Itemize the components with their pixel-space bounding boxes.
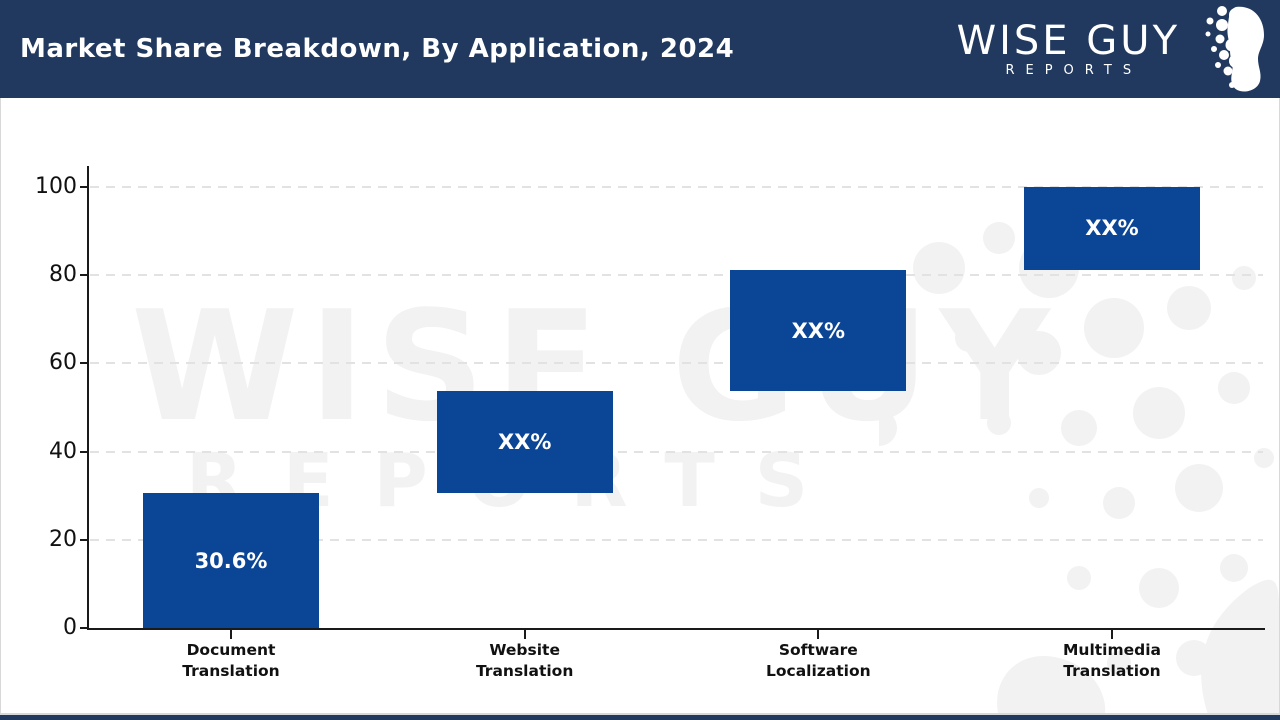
category-label-line: Website — [489, 641, 560, 659]
x-tick-mark-1 — [230, 630, 232, 639]
y-tick-label-80: 80 — [49, 262, 77, 288]
bar-value-label-4: XX% — [1085, 216, 1139, 241]
gridline-20 — [90, 538, 1263, 541]
bar-value-label-2: XX% — [497, 430, 552, 455]
page-title: Market Share Breakdown, By Application, … — [20, 34, 735, 64]
category-label-2: Website Translation — [410, 640, 640, 682]
category-label-line: Software — [778, 641, 858, 659]
bar-value-label-3: XX% — [791, 318, 846, 343]
category-label-1: Document Translation — [116, 640, 346, 682]
wise-guy-head-icon — [1184, 1, 1268, 97]
y-tick-mark-20 — [80, 538, 88, 541]
y-tick-mark-0 — [80, 627, 88, 629]
gridline-80 — [90, 274, 1263, 277]
y-tick-mark-40 — [80, 450, 88, 453]
footer-bar — [0, 715, 1280, 720]
bar-1: 30.6% — [143, 493, 319, 628]
category-label-line: Multimedia — [1062, 641, 1162, 659]
bar-3: XX% — [730, 269, 907, 392]
footer-divider — [0, 713, 1280, 715]
x-tick-mark-3 — [817, 630, 820, 639]
gridline-40 — [90, 450, 1263, 453]
chart-panel: WISE GUY REPORTS — [0, 98, 1280, 720]
bar-value-label-1: 30.6% — [194, 548, 268, 573]
y-tick-label-100: 100 — [35, 174, 77, 199]
gridline-60 — [90, 362, 1263, 365]
category-label-line: Document — [186, 641, 276, 659]
category-label-line: Translation — [182, 662, 280, 680]
y-tick-label-40: 40 — [49, 438, 77, 464]
category-label-line: Translation — [1063, 662, 1161, 680]
plot-area: 0 20 40 60 80 100 30.6% Document Translation XX% W… — [1, 98, 1280, 720]
x-tick-mark-4 — [1111, 630, 1113, 639]
bar-2: XX% — [436, 391, 613, 494]
y-tick-mark-60 — [80, 362, 88, 365]
category-label-4: Multimedia Translation — [997, 640, 1227, 682]
brand-logo: WISE GUY REPORTS — [957, 1, 1280, 97]
y-tick-label-20: 20 — [49, 526, 77, 552]
brand-logo-text: WISE GUY REPORTS — [957, 21, 1180, 78]
y-tick-mark-100 — [80, 186, 88, 188]
y-tick-mark-80 — [80, 274, 88, 277]
brand-subtitle: REPORTS — [1005, 62, 1143, 78]
x-tick-mark-2 — [523, 630, 526, 639]
bar-4: XX% — [1024, 187, 1200, 270]
brand-name: WISE GUY — [956, 17, 1180, 64]
header-bar: Market Share Breakdown, By Application, … — [0, 0, 1280, 98]
gridline-100 — [90, 186, 1263, 188]
category-label-3: Software Localization — [703, 640, 933, 682]
category-label-line: Translation — [475, 662, 574, 680]
category-label-line: Localization — [765, 662, 871, 680]
y-tick-label-0: 0 — [63, 615, 77, 640]
x-axis-line — [87, 628, 1265, 630]
y-axis-line — [87, 166, 89, 630]
y-tick-label-60: 60 — [49, 350, 77, 376]
